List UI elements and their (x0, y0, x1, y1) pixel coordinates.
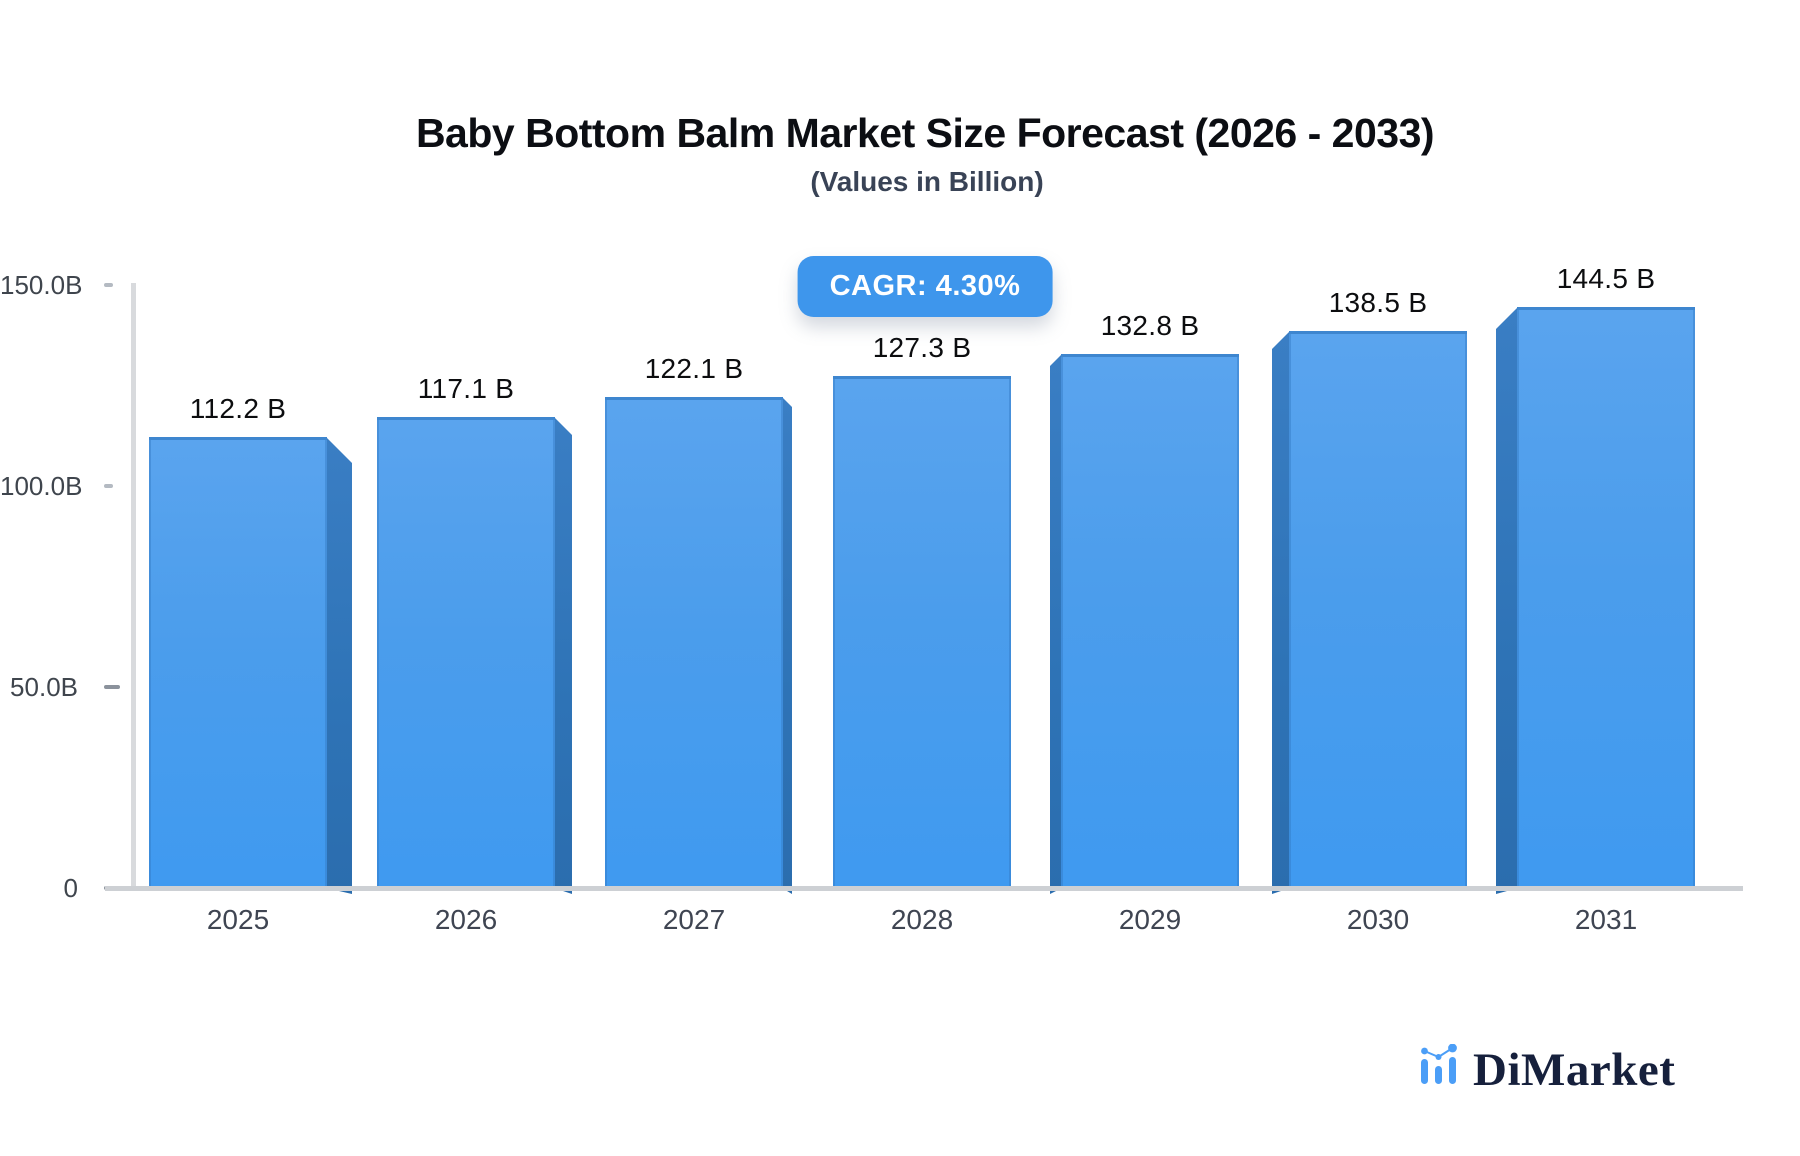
bar-value-label: 138.5 B (1328, 287, 1428, 318)
x-axis-label: 2029 (1118, 904, 1182, 935)
brand-logo-text: DiMarket (1473, 1044, 1676, 1097)
y-axis-tick-label: 0 (63, 873, 78, 903)
bar-value-label: 144.5 B (1556, 263, 1656, 294)
x-axis-label: 2031 (1574, 904, 1638, 935)
bar-column-2031[interactable] (1517, 307, 1695, 891)
bar-column-2030[interactable] (1289, 331, 1467, 891)
bar-value-label: 117.1 B (417, 373, 515, 404)
bar-side-face (554, 417, 572, 894)
bar-column-2028[interactable] (833, 376, 1011, 891)
x-axis-label: 2027 (662, 904, 726, 935)
y-axis-tick-label: 50.0B (10, 672, 78, 702)
x-axis-label: 2028 (890, 904, 954, 935)
chart-subtitle: (Values in Billion) (810, 166, 1044, 197)
bar-side-face (1272, 331, 1290, 894)
bar-value-label: 132.8 B (1100, 310, 1200, 341)
bar-side-face (782, 397, 792, 894)
x-axis-label: 2030 (1346, 904, 1410, 935)
y-axis-line (131, 283, 136, 889)
bar-side-face (1496, 307, 1518, 894)
bar-value-label: 112.2 B (189, 393, 287, 424)
chart-title: Baby Bottom Balm Market Size Forecast (2… (415, 110, 1435, 156)
bar-side-face (1050, 354, 1062, 894)
y-axis-tick-label: 100.0B (0, 471, 83, 501)
y-axis-tick-mark (104, 685, 120, 689)
bar-value-label: 127.3 B (872, 332, 972, 363)
y-axis-tick-mark (104, 484, 113, 488)
bar-column-2025[interactable] (149, 437, 327, 891)
bar-column-2029[interactable] (1061, 354, 1239, 891)
x-axis-baseline (105, 886, 1743, 891)
mini-bar-line-chart-icon (1420, 1043, 1458, 1093)
bar-column-2027[interactable] (605, 397, 783, 891)
bar-side-face (326, 437, 352, 894)
cagr-badge: CAGR: 4.30% (797, 256, 1053, 317)
brand-logo[interactable]: DiMarket (1420, 1043, 1676, 1097)
y-axis-tick-mark (104, 283, 113, 287)
x-axis-label: 2026 (434, 904, 498, 935)
y-axis-tick-label: 150.0B (0, 270, 83, 300)
bar-value-label: 122.1 B (644, 353, 744, 384)
x-axis-label: 2025 (206, 904, 270, 935)
bar-column-2026[interactable] (377, 417, 555, 891)
